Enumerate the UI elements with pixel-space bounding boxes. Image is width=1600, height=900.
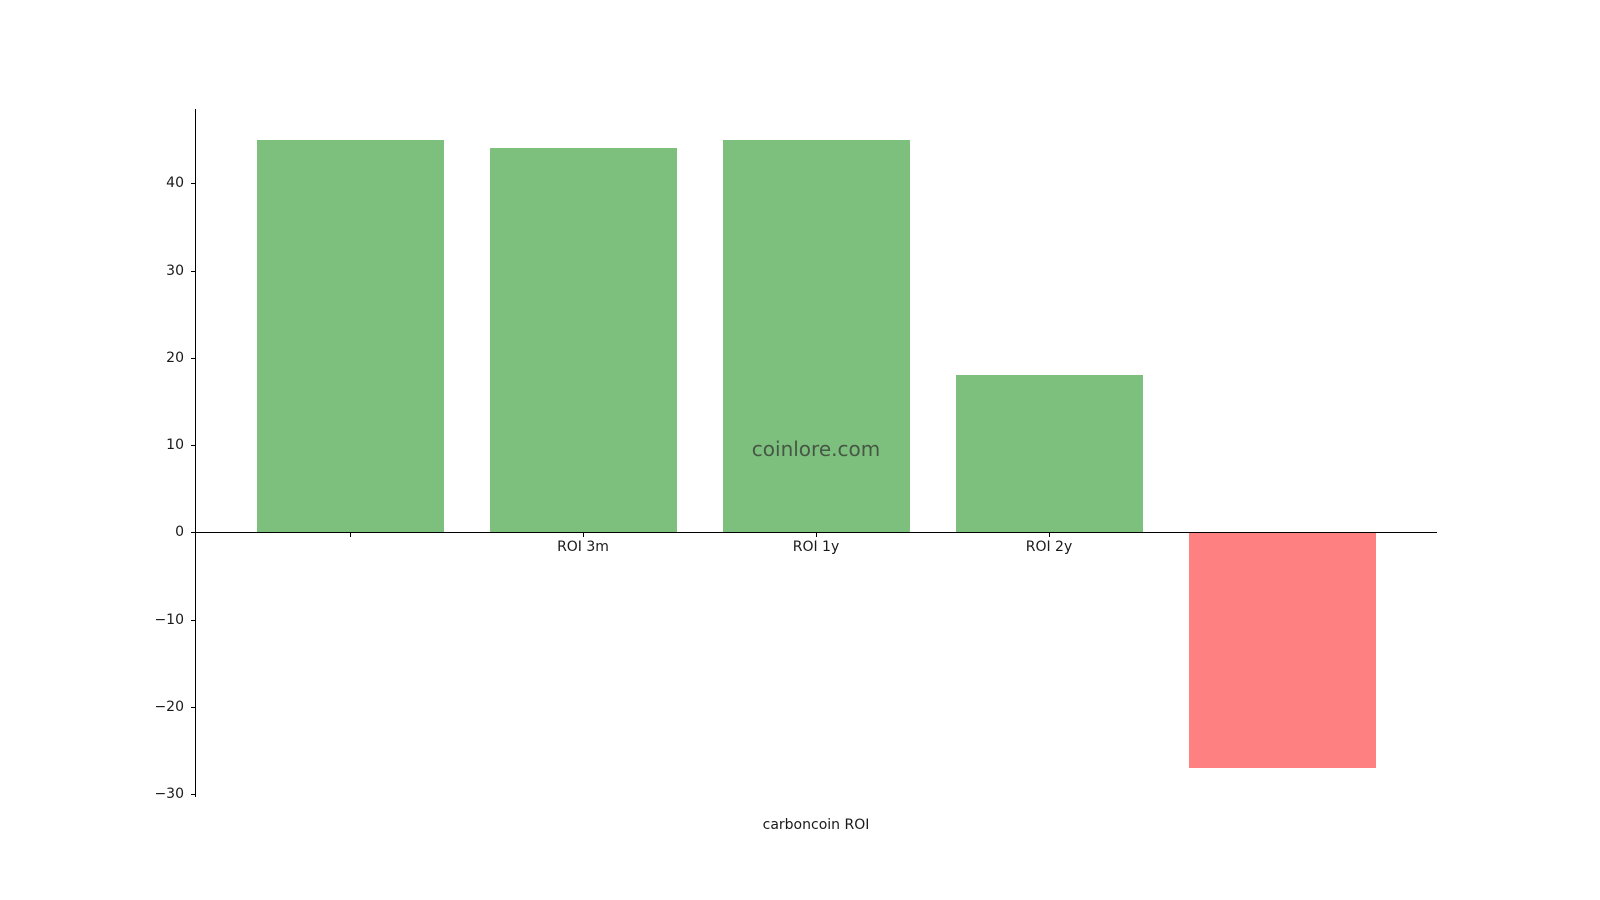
y-tick-label: −10	[154, 611, 184, 628]
x-tick-mark	[1049, 533, 1050, 538]
y-tick-label: 40	[166, 175, 184, 192]
bar-roi-2y	[955, 375, 1143, 533]
bar-roi-3m	[489, 148, 677, 533]
y-tick-mark	[191, 183, 195, 185]
y-tick-mark	[191, 357, 195, 359]
bar-roi-1y	[722, 139, 910, 533]
y-tick-label: −30	[154, 786, 184, 803]
x-tick-mark	[350, 533, 351, 538]
watermark: coinlore.com	[751, 437, 881, 461]
x-tick-label: ROI 2y	[1025, 539, 1073, 556]
x-tick-label: ROI 1y	[792, 539, 840, 556]
bar-unlabeled-0	[256, 139, 444, 533]
y-tick-label: 10	[166, 437, 184, 454]
y-tick-label: 0	[175, 524, 184, 541]
y-tick-label: −20	[154, 699, 184, 716]
bar-unlabeled-4	[1188, 532, 1376, 769]
y-tick-mark	[191, 270, 195, 272]
x-tick-mark	[583, 533, 584, 538]
y-tick-mark	[191, 707, 195, 709]
y-tick-mark	[191, 794, 195, 796]
y-tick-mark	[191, 532, 195, 534]
y-tick-mark	[191, 445, 195, 447]
x-axis-line	[195, 532, 1437, 534]
x-tick-label: ROI 3m	[557, 539, 609, 556]
x-axis-title: carboncoin ROI	[762, 817, 870, 833]
x-tick-mark	[816, 533, 817, 538]
y-tick-label: 20	[166, 349, 184, 366]
y-axis-line	[195, 109, 196, 797]
y-tick-mark	[191, 619, 195, 621]
y-tick-label: 30	[166, 262, 184, 279]
